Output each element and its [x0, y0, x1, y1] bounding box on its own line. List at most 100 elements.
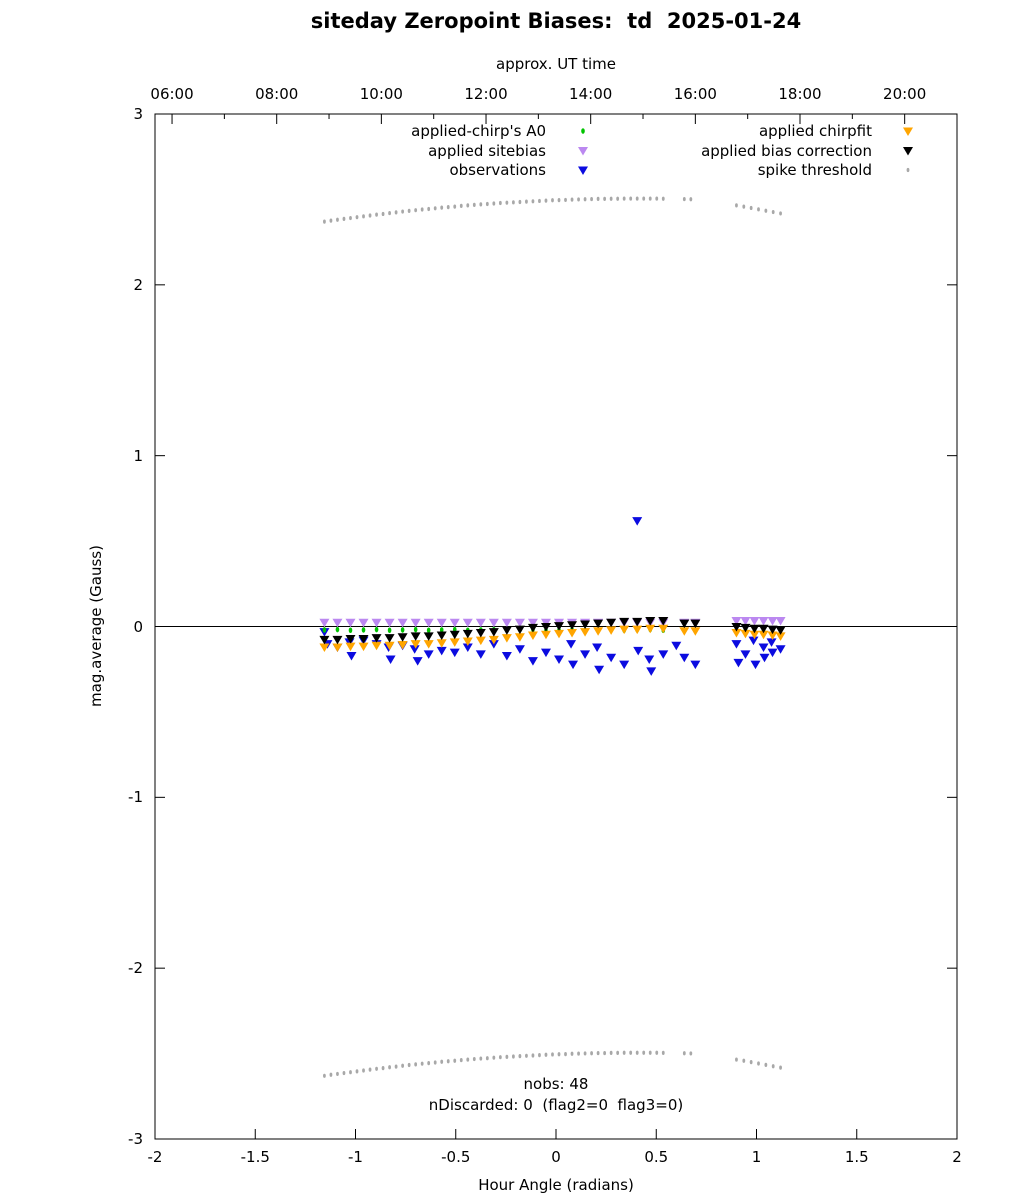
data-point	[449, 630, 460, 640]
data-point	[449, 618, 460, 628]
chart-title: siteday Zeropoint Biases: td 2025-01-24	[310, 9, 802, 33]
data-point	[394, 210, 398, 215]
data-point	[423, 632, 434, 641]
data-point	[740, 617, 751, 626]
data-point	[409, 645, 420, 654]
data-point	[514, 633, 525, 642]
data-point	[758, 643, 769, 652]
data-point	[492, 1055, 496, 1060]
data-point	[661, 196, 665, 201]
data-point	[449, 648, 460, 658]
data-point	[459, 1057, 463, 1063]
data-point	[446, 1059, 450, 1064]
data-point	[388, 1065, 391, 1070]
legend-label-spike-threshold: spike threshold	[757, 161, 872, 179]
data-point	[485, 1056, 489, 1061]
data-point	[414, 208, 418, 213]
data-point	[413, 626, 418, 633]
data-point	[342, 216, 346, 221]
time-tick-label: 06:00	[150, 85, 194, 103]
data-point	[645, 624, 656, 634]
data-point	[345, 642, 356, 652]
data-point	[655, 196, 659, 201]
data-point	[362, 214, 365, 219]
data-point	[632, 617, 643, 627]
data-point	[319, 635, 330, 645]
data-point	[388, 210, 391, 216]
data-point	[658, 624, 669, 634]
data-point	[775, 626, 786, 635]
data-point	[323, 1073, 326, 1078]
data-point	[750, 660, 761, 670]
data-point	[606, 653, 617, 663]
data-point	[420, 1061, 424, 1066]
data-point	[609, 1050, 613, 1055]
data-point	[646, 667, 657, 676]
data-point	[412, 657, 423, 666]
data-point	[384, 618, 395, 628]
data-point	[332, 635, 343, 645]
data-point	[498, 200, 502, 206]
y-tick-label: -1	[128, 788, 143, 807]
data-point	[682, 196, 686, 202]
data-point	[348, 627, 353, 634]
data-point	[583, 1051, 587, 1056]
data-point	[566, 640, 577, 649]
data-point	[554, 655, 565, 664]
data-point	[498, 1055, 502, 1060]
data-point	[349, 1070, 352, 1075]
legend-marker-applied-sitebias	[578, 147, 588, 156]
data-point	[622, 1050, 626, 1055]
data-point	[368, 1067, 372, 1072]
data-point	[358, 618, 369, 628]
data-point	[329, 1072, 333, 1077]
data-point	[740, 629, 751, 639]
data-point	[568, 660, 579, 670]
data-point	[758, 617, 769, 626]
data-point	[583, 197, 587, 202]
series-applied-sitebias	[319, 617, 786, 628]
data-point	[689, 1051, 693, 1056]
data-point	[322, 627, 327, 633]
data-point	[336, 217, 339, 222]
time-tick-label: 18:00	[778, 85, 822, 103]
data-point	[635, 1050, 639, 1055]
data-point	[749, 630, 760, 640]
data-point	[501, 652, 512, 661]
y-tick-label: -2	[128, 959, 143, 978]
data-point	[525, 1053, 528, 1058]
data-point	[540, 618, 551, 628]
data-point	[381, 211, 385, 217]
data-point	[479, 202, 483, 207]
data-point	[355, 1069, 359, 1074]
data-point	[501, 626, 512, 635]
series-applied-bias-correction	[319, 617, 786, 645]
data-point	[462, 643, 473, 652]
data-point	[518, 1054, 522, 1059]
data-point	[332, 643, 343, 652]
nobs-annotation: nobs: 48	[523, 1075, 589, 1093]
data-point	[527, 623, 538, 633]
data-point	[557, 1052, 561, 1057]
legend-label-applied-bias-correction: applied bias correction	[701, 141, 872, 160]
data-point	[679, 627, 690, 636]
data-point	[361, 627, 366, 633]
data-point	[410, 640, 421, 649]
data-point	[462, 629, 473, 639]
data-point	[384, 641, 395, 651]
data-point	[619, 660, 630, 670]
data-point	[540, 623, 551, 632]
data-point	[440, 1059, 444, 1064]
data-point	[554, 629, 565, 639]
data-point	[400, 627, 405, 633]
data-point	[375, 1066, 378, 1071]
data-point	[616, 196, 620, 201]
data-point	[436, 646, 447, 656]
data-point	[485, 201, 489, 207]
data-point	[619, 617, 630, 627]
data-point	[531, 199, 535, 204]
data-point	[329, 218, 333, 223]
legend-label-observations: observations	[449, 161, 546, 179]
data-point	[414, 1062, 418, 1067]
data-point	[635, 196, 639, 201]
